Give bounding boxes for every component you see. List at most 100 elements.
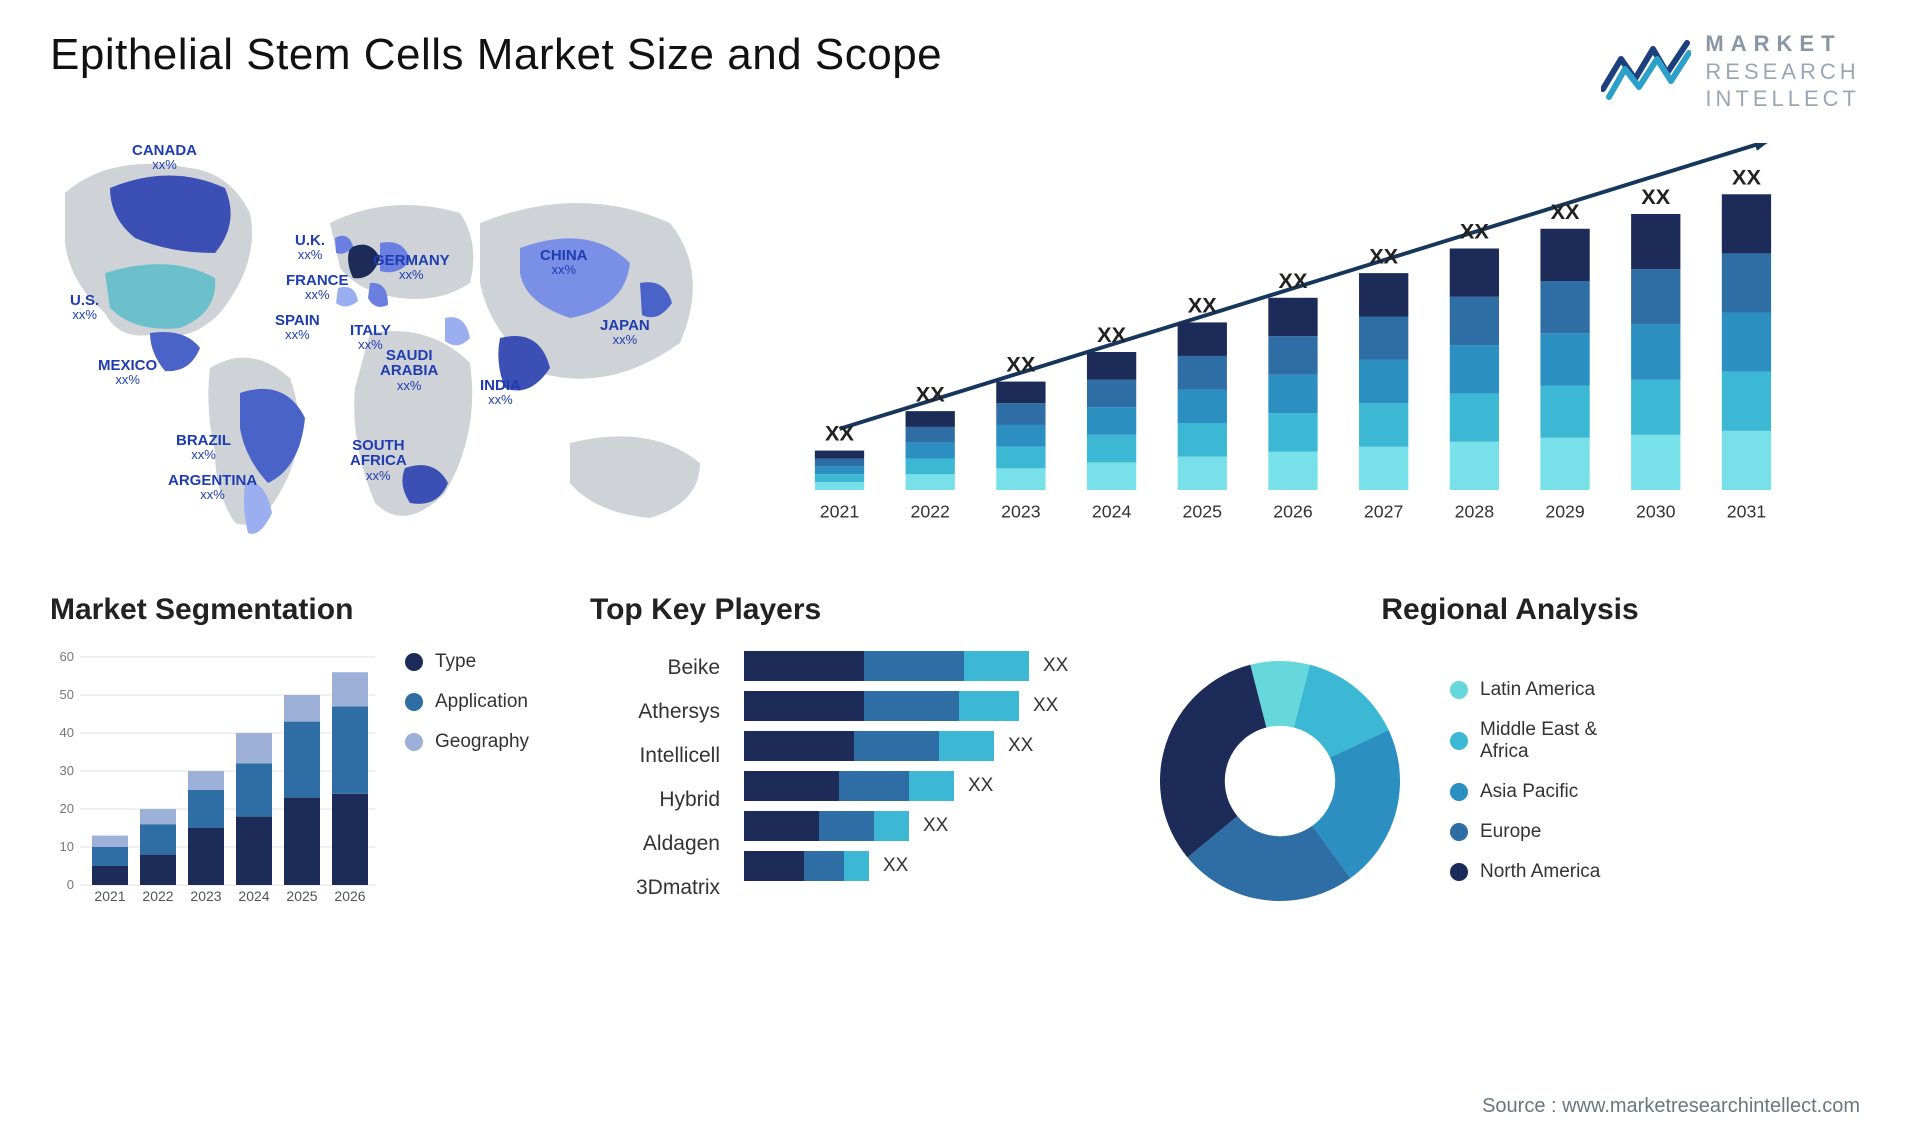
growth-year-label: 2023 [1001,501,1041,521]
growth-year-label: 2026 [1273,501,1313,521]
legend-label: Type [435,651,476,673]
map-label: CHINAxx% [540,248,588,277]
key-players-title: Top Key Players [590,593,1140,627]
growth-year-label: 2029 [1545,501,1585,521]
regional-legend: Latin AmericaMiddle East & AfricaAsia Pa… [1450,679,1650,883]
growth-bar-value: XX [1369,243,1398,268]
legend-label: Asia Pacific [1480,781,1578,803]
legend-item: Geography [405,731,529,753]
map-country-pct: xx% [350,469,407,483]
growth-year-label: 2021 [820,501,859,521]
map-country-name: ITALY [350,323,391,339]
seg-year-label: 2024 [238,888,269,904]
legend-label: Application [435,691,528,713]
map-country-pct: xx% [540,263,588,277]
player-bar-row: XX [744,691,1140,721]
player-bar [744,811,909,841]
player-name: 3Dmatrix [590,873,720,903]
player-bar-segment [819,811,874,841]
legend-label: North America [1480,861,1600,883]
player-name: Intellicell [590,741,720,771]
player-bar-row: XX [744,731,1140,761]
map-country-pct: xx% [275,328,320,342]
legend-swatch [405,653,423,671]
legend-item: Latin America [1450,679,1650,701]
player-bar-row: XX [744,651,1140,681]
regional-donut-wrap [1150,651,1410,911]
player-bar [744,731,994,761]
map-country-name: ARGENTINA [168,473,257,489]
player-bar [744,771,954,801]
map-country-pct: xx% [600,333,650,347]
legend-label: Latin America [1480,679,1595,701]
segmentation-chart-svg: 0102030405060202120222023202420252026 [50,651,375,911]
svg-text:30: 30 [60,763,74,778]
map-label: SPAINxx% [275,313,320,342]
growth-year-label: 2024 [1092,501,1132,521]
player-bar-segment [939,731,994,761]
map-country-pct: xx% [380,379,438,393]
map-label: SOUTH AFRICAxx% [350,438,407,483]
legend-swatch [1450,732,1468,750]
player-bar-row: XX [744,811,1140,841]
logo-line2: RESEARCH [1705,58,1860,86]
player-bar-value: XX [1008,735,1033,757]
map-country-name: INDIA [480,378,521,394]
player-bar-row: XX [744,771,1140,801]
segmentation-legend: Type Application Geography [405,651,529,753]
svg-text:40: 40 [60,725,74,740]
regional-panel: Regional Analysis Latin AmericaMiddle Ea… [1150,593,1870,911]
legend-item: Type [405,651,529,673]
player-bar-segment [744,851,804,881]
player-bar-value: XX [1033,695,1058,717]
legend-swatch [405,693,423,711]
legend-swatch [1450,823,1468,841]
map-country-name: GERMANY [373,253,450,269]
player-bar [744,651,1029,681]
player-bar-segment [744,811,819,841]
map-country-pct: xx% [176,448,231,462]
growth-bar-value: XX [1097,322,1126,347]
growth-bar-value: XX [1732,164,1761,189]
map-country-name: JAPAN [600,318,650,334]
source-attribution: Source : www.marketresearchintellect.com [1482,1095,1860,1118]
legend-swatch [1450,681,1468,699]
growth-chart-panel: XX2021XX2022XX2023XX2024XX2025XX2026XX20… [780,133,1870,553]
map-country-pct: xx% [98,373,157,387]
world-map-panel: CANADAxx%U.S.xx%MEXICOxx%BRAZILxx%ARGENT… [50,133,750,553]
seg-year-label: 2023 [190,888,221,904]
page-title: Epithelial Stem Cells Market Size and Sc… [50,30,942,80]
player-bar-segment [864,691,959,721]
key-players-labels: BeikeAthersysIntellicellHybridAldagen3Dm… [590,651,720,903]
map-country-name: CANADA [132,143,197,159]
map-country-pct: xx% [480,393,521,407]
player-bar-segment [744,771,839,801]
regional-title: Regional Analysis [1150,593,1870,627]
map-country-name: SOUTH AFRICA [350,438,407,470]
player-bar-segment [744,691,864,721]
seg-year-label: 2021 [94,888,125,904]
growth-year-label: 2030 [1636,501,1676,521]
player-bar-value: XX [923,815,948,837]
map-label: GERMANYxx% [373,253,450,282]
player-bar-segment [959,691,1019,721]
map-country-pct: xx% [132,158,197,172]
map-label: SAUDI ARABIAxx% [380,348,438,393]
legend-item: Asia Pacific [1450,781,1650,803]
segmentation-panel: Market Segmentation 01020304050602021202… [50,593,580,911]
player-name: Hybrid [590,785,720,815]
legend-item: Europe [1450,821,1650,843]
player-bar-segment [744,731,854,761]
growth-year-label: 2025 [1183,501,1223,521]
map-country-pct: xx% [295,248,325,262]
seg-year-label: 2022 [142,888,173,904]
growth-year-label: 2028 [1455,501,1495,521]
svg-text:0: 0 [67,877,74,892]
player-bar-segment [804,851,844,881]
player-bar-segment [864,651,964,681]
growth-bar-value: XX [1641,184,1670,209]
legend-label: Geography [435,731,529,753]
legend-swatch [405,733,423,751]
player-name: Aldagen [590,829,720,859]
player-bar-segment [909,771,954,801]
